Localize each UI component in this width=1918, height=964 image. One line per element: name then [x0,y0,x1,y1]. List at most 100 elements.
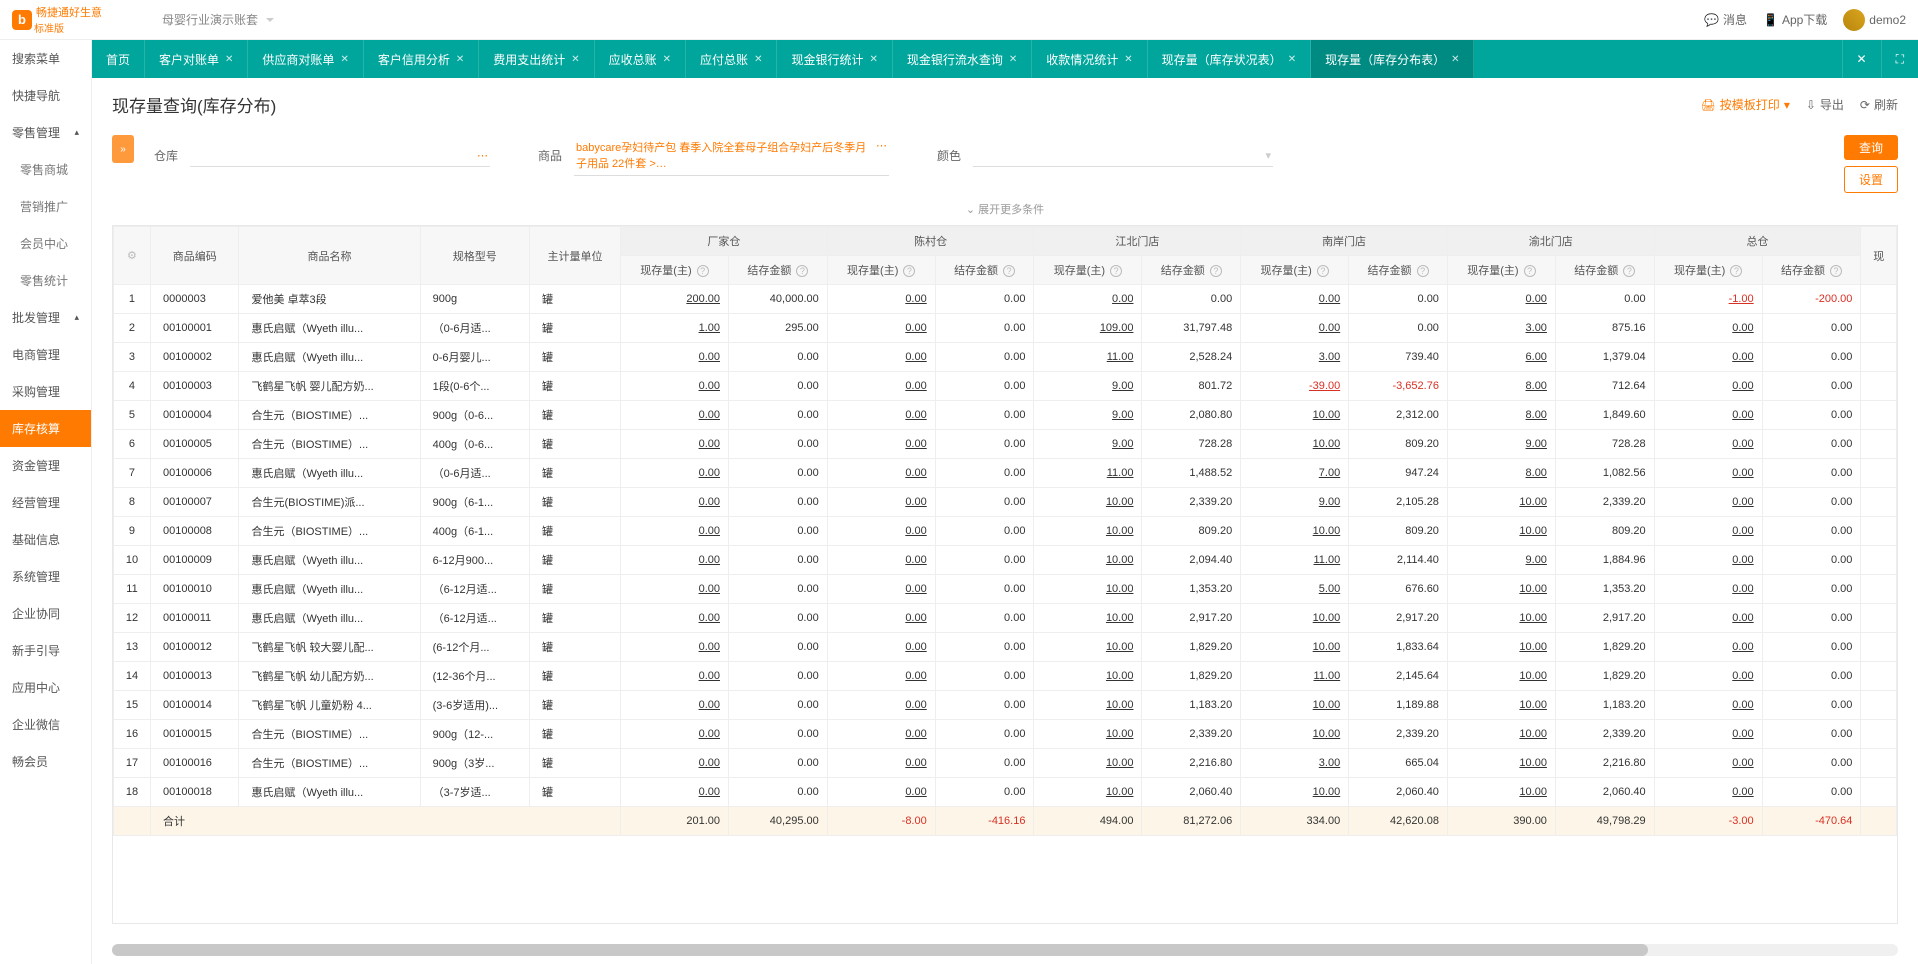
qty-link[interactable]: 10.00 [1106,670,1134,682]
qty-link[interactable]: 0.00 [1732,699,1753,711]
qty-link[interactable]: 10.00 [1313,438,1341,450]
qty-link[interactable]: 0.00 [905,380,926,392]
close-icon[interactable]: ✕ [754,54,762,65]
qty-link[interactable]: 0.00 [905,351,926,363]
sidebar-item[interactable]: 企业协同 [0,595,91,632]
qty-link[interactable]: 10.00 [1313,612,1341,624]
qty-link[interactable]: 11.00 [1107,467,1134,479]
qty-link[interactable]: 8.00 [1526,467,1547,479]
close-icon[interactable]: ✕ [1451,54,1459,65]
org-dropdown[interactable]: 母婴行业演示账套 [162,11,274,28]
refresh-button[interactable]: ⟳ 刷新 [1860,96,1898,113]
qty-link[interactable]: 0.00 [905,786,926,798]
qty-link[interactable]: 0.00 [905,641,926,653]
tab-fullscreen[interactable]: ⛶ [1881,40,1918,78]
qty-link[interactable]: 0.00 [699,728,720,740]
sidebar-item[interactable]: 零售管理▴ [0,114,91,151]
sidebar-item[interactable]: 电商管理 [0,336,91,373]
settings-button[interactable]: 设置 [1844,166,1898,193]
qty-link[interactable]: 0.00 [1732,525,1753,537]
qty-link[interactable]: 0.00 [905,554,926,566]
color-input[interactable]: ▾ [973,145,1273,167]
app-download-link[interactable]: 📱App下载 [1763,11,1827,28]
qty-link[interactable]: 9.00 [1112,409,1133,421]
qty-link[interactable]: 0.00 [699,351,720,363]
qty-link[interactable]: 10.00 [1106,728,1134,740]
qty-link[interactable]: 0.00 [1732,757,1753,769]
sidebar-item[interactable]: 畅会员 [0,743,91,780]
qty-link[interactable]: 0.00 [905,612,926,624]
tab[interactable]: 供应商对账单✕ [248,40,363,78]
qty-link[interactable]: 0.00 [1732,583,1753,595]
qty-link[interactable]: 10.00 [1106,699,1134,711]
qty-link[interactable]: 0.00 [905,467,926,479]
chevron-down-icon[interactable]: ▾ [1265,149,1271,162]
sidebar-item[interactable]: 库存核算 [0,410,91,447]
qty-link[interactable]: 0.00 [1732,322,1753,334]
qty-link[interactable]: 0.00 [1732,612,1753,624]
product-input[interactable]: babycare孕妇待产包 春季入院全套母子组合孕妇产后冬季月子用品 22件套 … [574,135,889,176]
qty-link[interactable]: 6.00 [1526,351,1547,363]
qty-link[interactable]: 10.00 [1106,757,1134,769]
qty-link[interactable]: 9.00 [1526,438,1547,450]
warehouse-input[interactable]: ⋯ [190,145,490,167]
qty-link[interactable]: 10.00 [1313,786,1341,798]
tab[interactable]: 现金银行统计✕ [777,40,892,78]
close-icon[interactable]: ✕ [1124,54,1132,65]
sidebar-item[interactable]: 基础信息 [0,521,91,558]
qty-link[interactable]: 0.00 [905,583,926,595]
qty-link[interactable]: 10.00 [1519,641,1547,653]
close-icon[interactable]: ✕ [869,54,877,65]
qty-link[interactable]: 0.00 [699,786,720,798]
qty-link[interactable]: 0.00 [1732,467,1753,479]
qty-link[interactable]: -39.00 [1309,380,1340,392]
qty-link[interactable]: 0.00 [905,525,926,537]
qty-link[interactable]: 0.00 [699,438,720,450]
qty-link[interactable]: 0.00 [905,699,926,711]
qty-link[interactable]: 0.00 [699,467,720,479]
qty-link[interactable]: 0.00 [905,496,926,508]
qty-link[interactable]: 3.00 [1319,757,1340,769]
qty-link[interactable]: 0.00 [1732,438,1753,450]
print-button[interactable]: 🖨 按模板打印 ▾ [1701,96,1790,113]
qty-link[interactable]: 10.00 [1313,699,1341,711]
qty-link[interactable]: 0.00 [699,525,720,537]
qty-link[interactable]: 0.00 [1732,351,1753,363]
sidebar-item[interactable]: 营销推广 [0,188,91,225]
qty-link[interactable]: 0.00 [699,641,720,653]
export-button[interactable]: ⇩ 导出 [1806,96,1844,113]
sidebar-item[interactable]: 系统管理 [0,558,91,595]
qty-link[interactable]: 8.00 [1526,409,1547,421]
qty-link[interactable]: 10.00 [1519,728,1547,740]
qty-link[interactable]: 10.00 [1519,699,1547,711]
close-icon[interactable]: ✕ [1288,54,1296,65]
sidebar-item[interactable]: 经营管理 [0,484,91,521]
tab-close-all[interactable]: ✕ [1842,40,1881,78]
qty-link[interactable]: 10.00 [1106,496,1134,508]
qty-link[interactable]: 10.00 [1313,728,1341,740]
qty-link[interactable]: 9.00 [1319,496,1340,508]
qty-link[interactable]: 10.00 [1106,786,1134,798]
qty-link[interactable]: 7.00 [1319,467,1340,479]
qty-link[interactable]: 0.00 [1112,293,1133,305]
sidebar-item[interactable]: 会员中心 [0,225,91,262]
tab[interactable]: 现金银行流水查询✕ [893,40,1032,78]
qty-link[interactable]: 10.00 [1106,612,1134,624]
tab[interactable]: 现存量（库存分布表）✕ [1311,40,1474,78]
qty-link[interactable]: -1.00 [1729,293,1754,305]
qty-link[interactable]: 10.00 [1519,757,1547,769]
qty-link[interactable]: 0.00 [699,496,720,508]
qty-link[interactable]: 0.00 [905,293,926,305]
tab[interactable]: 现存量（库存状况表）✕ [1148,40,1311,78]
qty-link[interactable]: 10.00 [1106,554,1134,566]
sidebar-item[interactable]: 快捷导航 [0,77,91,114]
tab[interactable]: 应收总账✕ [595,40,686,78]
query-button[interactable]: 查询 [1844,135,1898,160]
qty-link[interactable]: 0.00 [1732,380,1753,392]
qty-link[interactable]: 3.00 [1526,322,1547,334]
qty-link[interactable]: 0.00 [1526,293,1547,305]
qty-link[interactable]: 1.00 [699,322,720,334]
qty-link[interactable]: 10.00 [1106,583,1134,595]
tab[interactable]: 费用支出统计✕ [479,40,594,78]
sidebar-item[interactable]: 搜索菜单 [0,40,91,77]
